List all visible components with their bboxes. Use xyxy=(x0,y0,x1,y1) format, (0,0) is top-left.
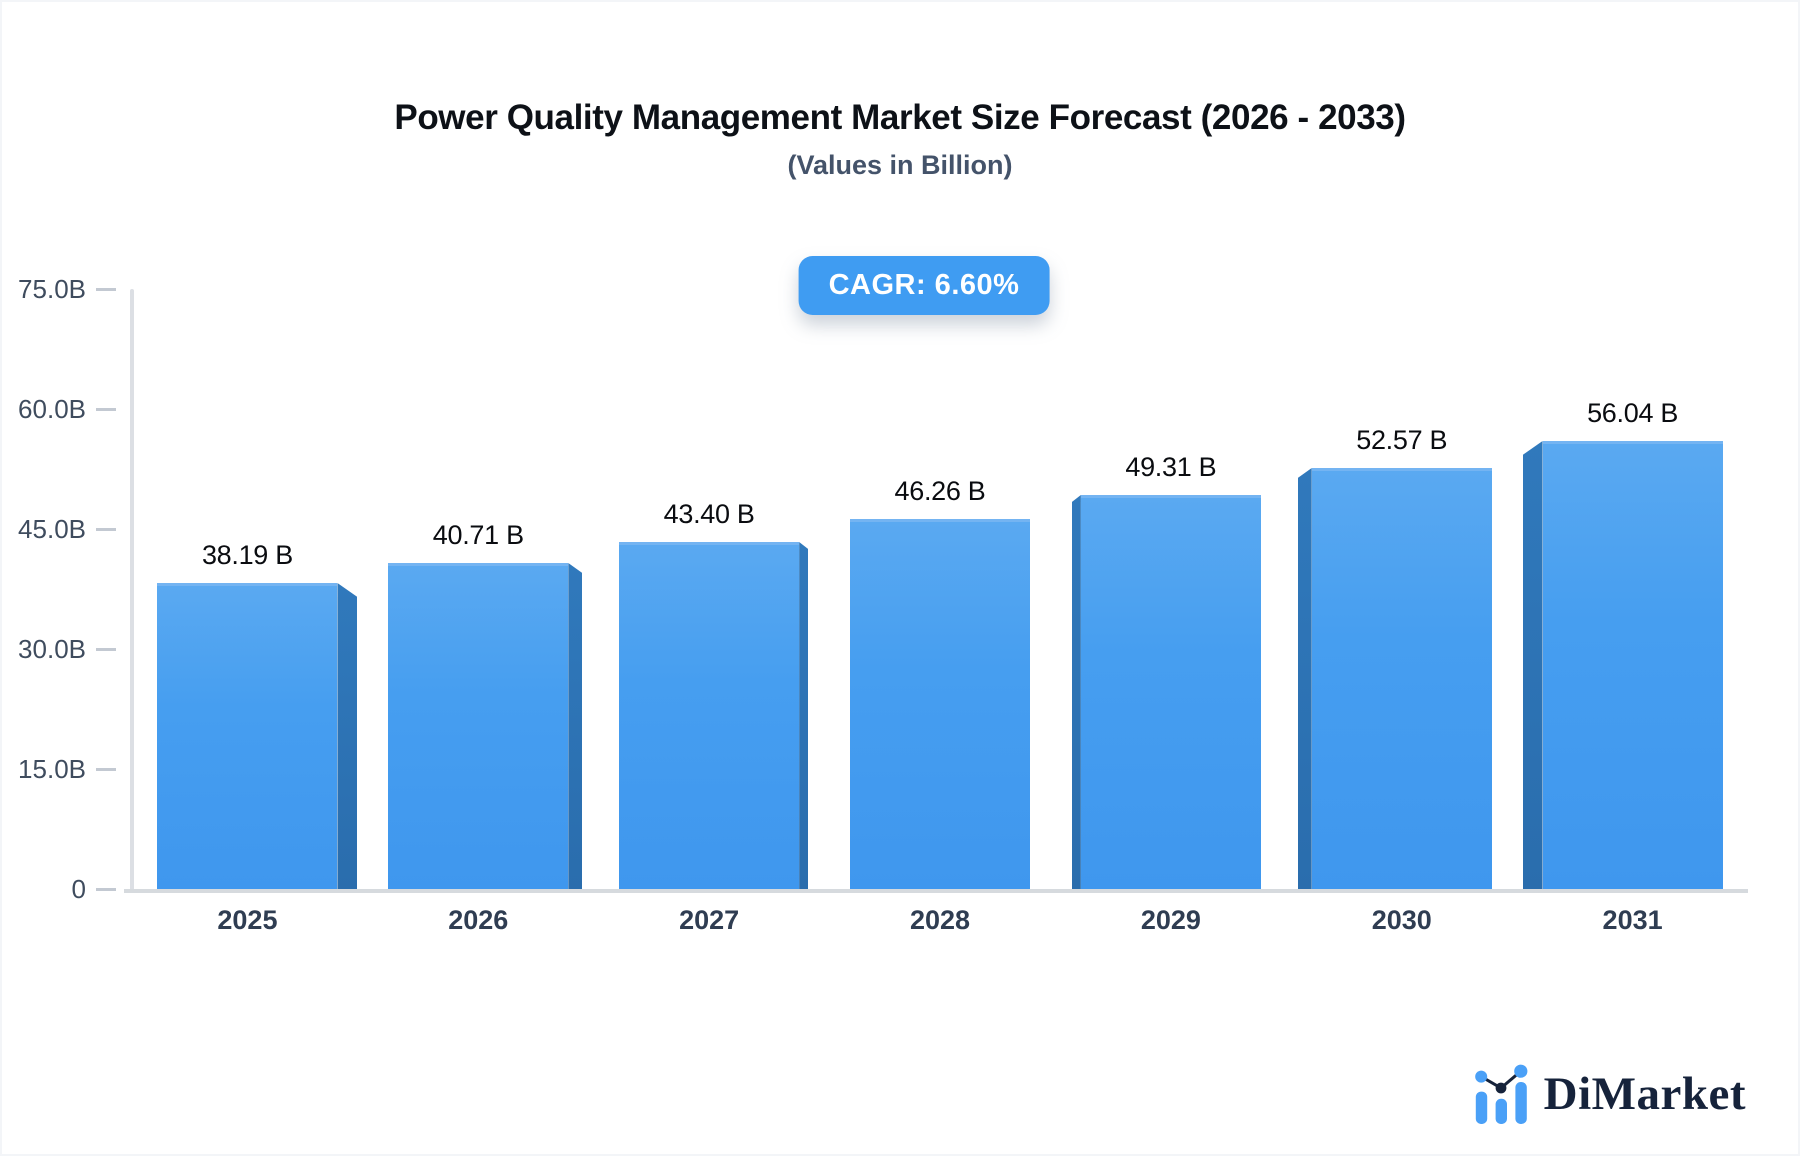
bar-3d-side xyxy=(1297,468,1312,889)
chart-subtitle: (Values in Billion) xyxy=(787,150,1013,180)
bar-value-label: 38.19 B xyxy=(201,540,293,570)
y-tick-mark xyxy=(96,287,116,291)
brand-logo-text: DiMarket xyxy=(1543,1068,1746,1120)
x-axis-year-label: 2028 xyxy=(909,905,971,935)
bar-value-label: 49.31 B xyxy=(1125,452,1217,482)
bar-slot: 52.57 B xyxy=(1286,289,1517,889)
y-tick-mark xyxy=(96,527,116,531)
bar-slot: 46.26 B xyxy=(825,289,1056,889)
bar-3d-side xyxy=(1522,441,1543,889)
x-axis-year-label: 2031 xyxy=(1602,905,1663,935)
y-tick-label: 60.0B xyxy=(18,394,86,424)
x-axis-year-label: 2025 xyxy=(217,905,278,935)
y-tick-mark xyxy=(96,887,116,891)
x-axis-labels: 2025 2026 2027 2028 2029 2030 2031 xyxy=(132,905,1748,936)
y-axis-line xyxy=(130,289,134,891)
x-axis-year-label: 2030 xyxy=(1371,905,1432,935)
bar-3d-side xyxy=(337,583,358,889)
bar xyxy=(157,583,338,889)
chart-title: Power Quality Management Market Size For… xyxy=(394,98,1406,137)
bar xyxy=(1080,495,1261,889)
bar-slot: 43.40 B xyxy=(594,289,825,889)
bars-container: 38.19 B 40.71 B 43.40 B 46.26 B 49.31 B 52.57… xyxy=(132,289,1748,889)
x-axis-year-label: 2029 xyxy=(1140,905,1201,935)
y-tick-label: 75.0B xyxy=(18,274,86,304)
y-tick-label: 30.0B xyxy=(18,634,86,664)
bar-slot: 40.71 B xyxy=(363,289,594,889)
bar-value-label: 56.04 B xyxy=(1587,398,1679,428)
bar-value-label: 43.40 B xyxy=(663,499,755,529)
y-tick-mark xyxy=(96,767,116,771)
y-tick-mark xyxy=(96,407,116,411)
y-tick-label: 45.0B xyxy=(18,514,86,544)
bar-slot: 38.19 B xyxy=(132,289,363,889)
x-axis-baseline xyxy=(124,889,1748,893)
y-tick-label: 15.0B xyxy=(18,754,86,784)
bar-3d-side xyxy=(1071,495,1081,889)
bar-3d-side xyxy=(568,563,583,889)
bar xyxy=(1542,441,1723,889)
bar-3d-side xyxy=(799,542,809,889)
x-axis-year-label: 2027 xyxy=(679,905,740,935)
bar xyxy=(1311,468,1492,889)
bar xyxy=(850,519,1030,889)
bar-slot: 49.31 B xyxy=(1055,289,1286,889)
plot-area: 38.19 B 40.71 B 43.40 B 46.26 B 49.31 B 52.57… xyxy=(18,274,1748,904)
brand-logo: DiMarket xyxy=(1471,1064,1746,1124)
y-tick-label: 0 xyxy=(71,874,86,904)
bar-slot: 56.04 B xyxy=(1517,289,1748,889)
bar-value-label: 40.71 B xyxy=(432,520,524,550)
x-axis-year-label: 2026 xyxy=(448,905,509,935)
cagr-badge: CAGR: 6.60% xyxy=(798,256,1050,315)
bar-chart-logo-icon xyxy=(1474,1064,1528,1124)
bar-value-label: 46.26 B xyxy=(894,476,986,506)
bar xyxy=(388,563,569,889)
bar-value-label: 52.57 B xyxy=(1356,425,1448,455)
y-tick-mark xyxy=(96,647,116,651)
bar xyxy=(619,542,800,889)
